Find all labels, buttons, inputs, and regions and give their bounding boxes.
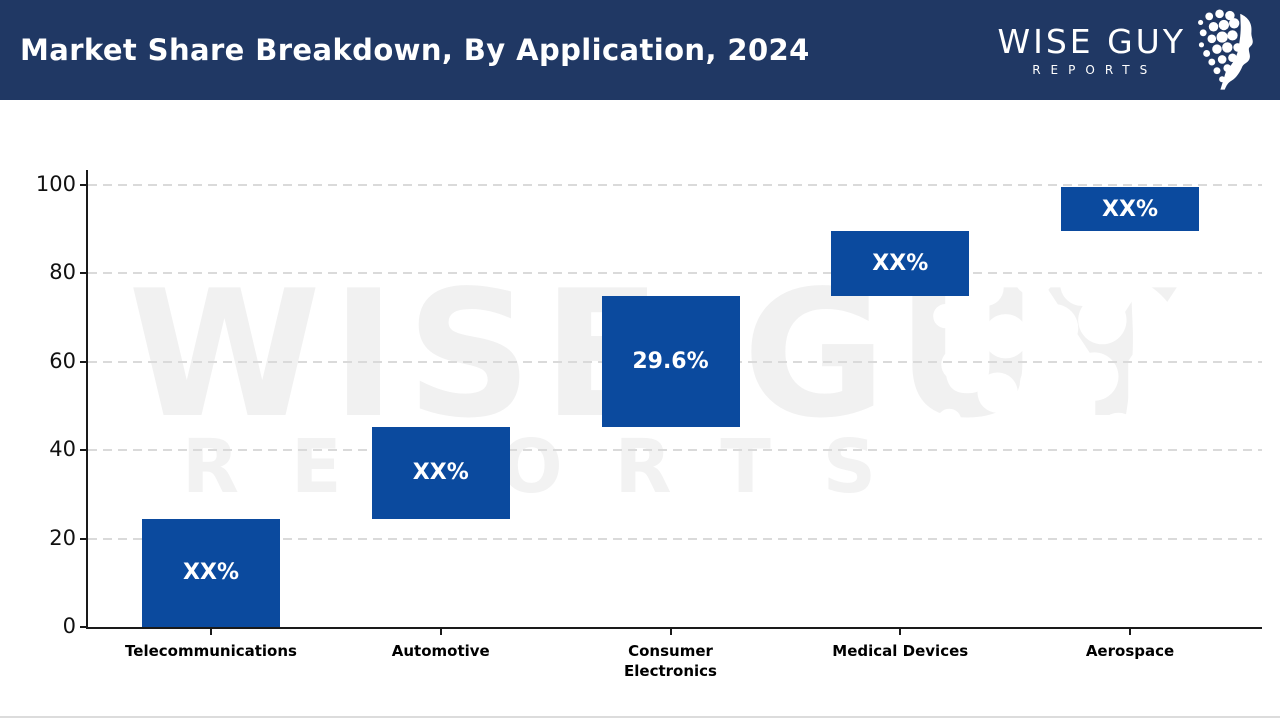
- chart-area: WISE GUY REPORTS 020406080100XX%Telecomm…: [0, 100, 1280, 720]
- logo-wordmark: WISE GUY: [997, 21, 1186, 61]
- y-tick-label-20: 20: [49, 525, 76, 550]
- gridline-40: [88, 449, 1262, 452]
- bar-value-label-medical-devices: XX%: [872, 251, 929, 277]
- x-tick-consumer-electronics: [669, 627, 672, 635]
- bar-aerospace: XX%: [1061, 187, 1199, 231]
- y-tick-100: [80, 184, 88, 186]
- x-tick-label-telecommunications: Telecommunications: [125, 642, 297, 660]
- bar-value-label-telecommunications: XX%: [183, 560, 239, 586]
- footer-divider: [0, 716, 1280, 718]
- bar-value-label-aerospace: XX%: [1102, 196, 1158, 222]
- header: Market Share Breakdown, By Application, …: [0, 0, 1280, 100]
- wiseguy-face-icon: [1198, 9, 1253, 90]
- bar-value-label-automotive: XX%: [412, 460, 469, 486]
- page-title: Market Share Breakdown, By Application, …: [20, 33, 810, 67]
- bar-medical-devices: XX%: [831, 230, 970, 297]
- y-tick-label-100: 100: [35, 172, 76, 196]
- bar-value-label-consumer-electronics: 29.6%: [632, 349, 709, 375]
- gridline-20: [88, 537, 1262, 540]
- x-tick-medical-devices: [899, 627, 902, 635]
- y-axis-line: [86, 170, 88, 629]
- y-tick-label-0: 0: [62, 614, 76, 638]
- wiseguy-logo-text: WISE GUY REPORTS: [997, 25, 1186, 76]
- x-tick-label-aerospace: Aerospace: [1085, 642, 1175, 660]
- watermark-subtext: REPORTS: [182, 424, 929, 510]
- x-tick-aerospace: [1129, 627, 1131, 635]
- y-tick-label-80: 80: [49, 260, 76, 285]
- bar-consumer-electronics: 29.6%: [601, 296, 740, 428]
- gridline-100: [88, 184, 1262, 186]
- y-tick-60: [80, 360, 88, 363]
- y-tick-label-60: 60: [49, 348, 76, 373]
- y-tick-80: [80, 272, 88, 275]
- x-tick-telecommunications: [210, 627, 212, 635]
- x-tick-label-medical-devices: Medical Devices: [832, 642, 969, 660]
- wiseguy-logo: WISE GUY REPORTS: [997, 8, 1254, 92]
- logo-subtext: REPORTS: [1032, 62, 1158, 77]
- y-tick-label-40: 40: [49, 437, 76, 462]
- x-tick-label-automotive: Automotive: [391, 642, 490, 660]
- x-tick-label-consumer-electronics: Consumer Electronics: [624, 642, 717, 681]
- plot: 0 20 40 60 80 100 XX% Telecommunications XX% Auto…: [0, 100, 1280, 720]
- bar-telecommunications: XX%: [142, 518, 280, 627]
- x-tick-automotive: [439, 627, 442, 635]
- y-tick-0: [80, 626, 88, 628]
- y-tick-20: [80, 537, 88, 540]
- gridline-80: [88, 272, 1262, 275]
- y-tick-40: [80, 449, 88, 452]
- bar-automotive: XX%: [371, 427, 510, 519]
- x-axis-line: [86, 627, 1262, 629]
